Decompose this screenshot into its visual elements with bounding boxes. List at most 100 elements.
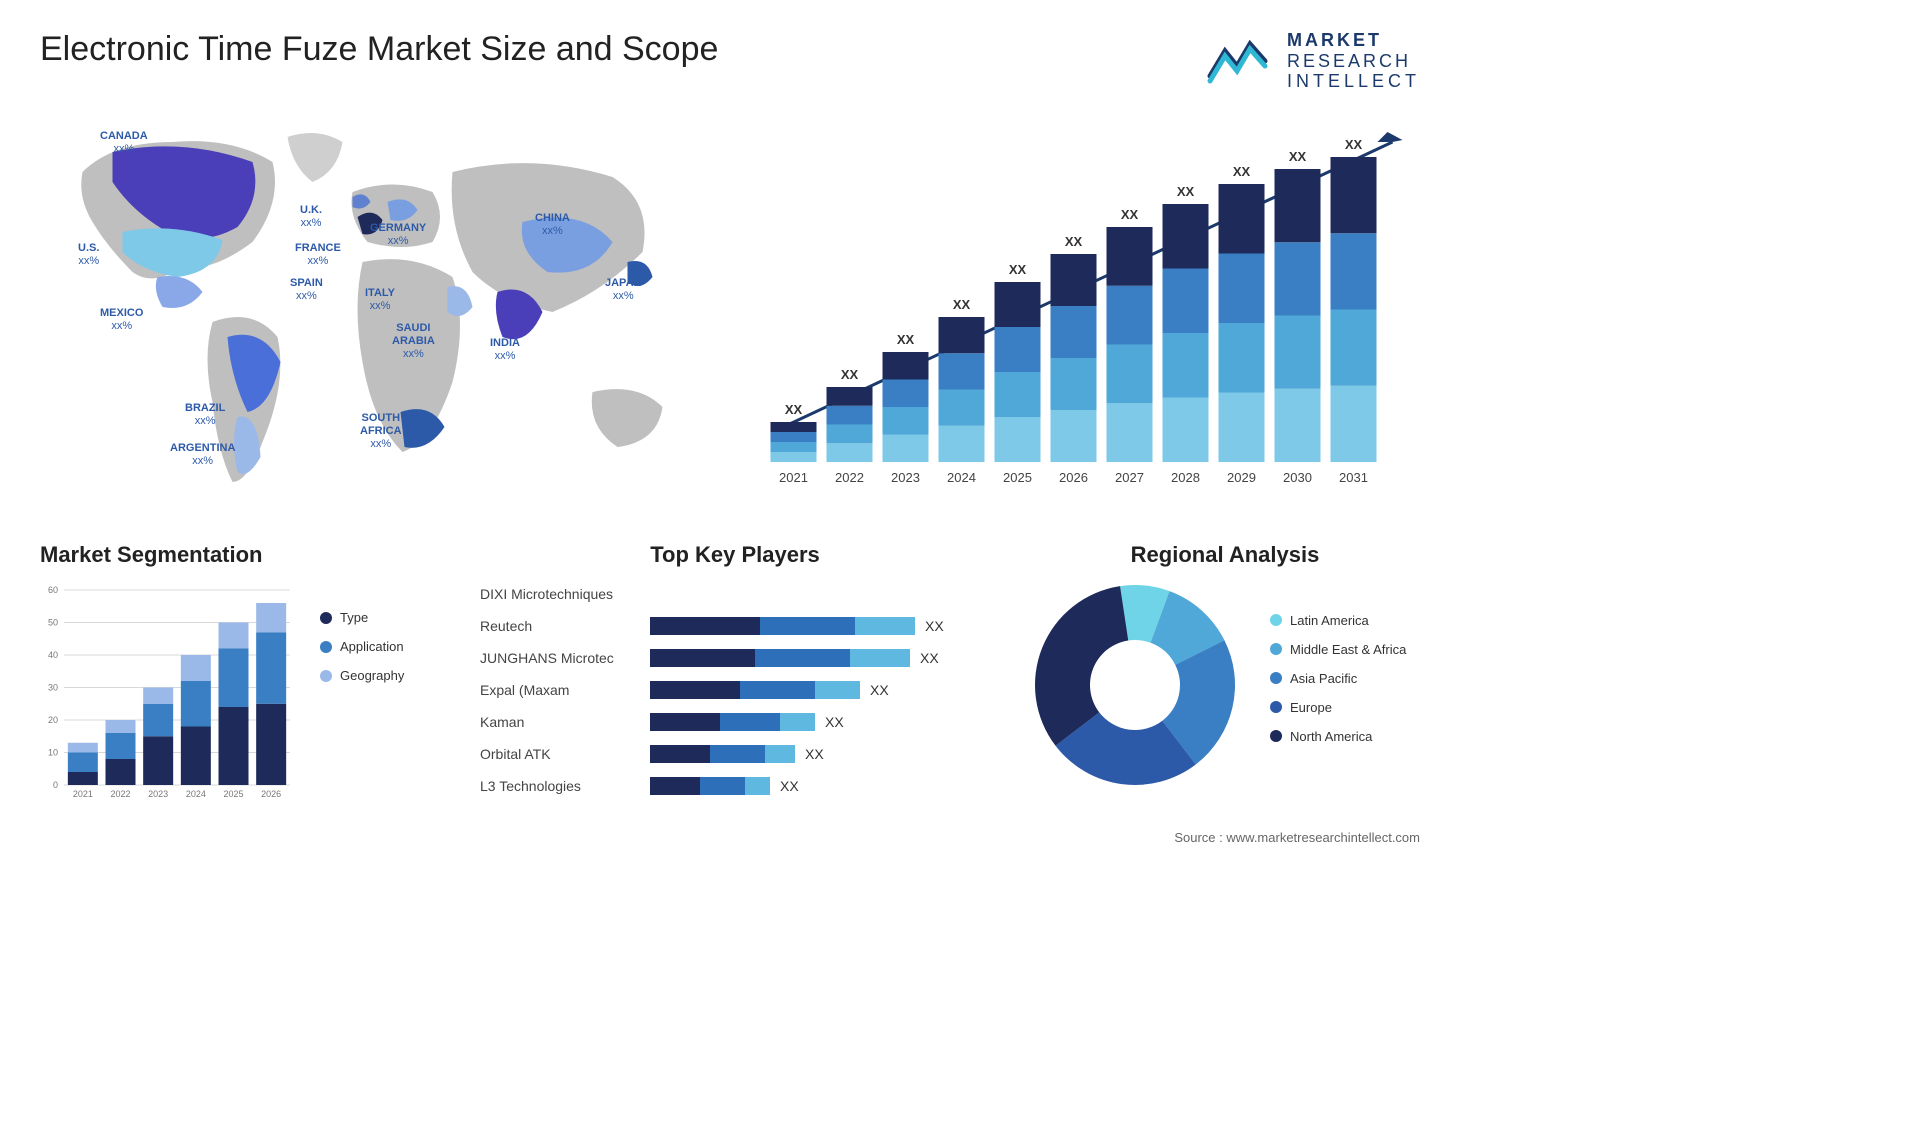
svg-text:20: 20: [48, 715, 58, 725]
player-bar-wrap: XX: [650, 777, 990, 795]
players-panel: Top Key Players DIXI Microtechniques Reut…: [480, 542, 990, 810]
svg-text:2021: 2021: [779, 470, 808, 485]
player-bar-wrap: XX: [650, 649, 990, 667]
player-bar-segment: [650, 713, 720, 731]
svg-text:2025: 2025: [223, 789, 243, 799]
player-row: DIXI Microtechniques: [480, 580, 990, 608]
svg-text:2029: 2029: [1227, 470, 1256, 485]
map-label: BRAZILxx%: [185, 402, 225, 428]
segmentation-chart: 0102030405060202120222023202420252026: [40, 580, 300, 810]
legend-dot: [320, 612, 332, 624]
map-label: CANADAxx%: [100, 130, 148, 156]
svg-text:XX: XX: [1289, 149, 1307, 164]
svg-text:XX: XX: [785, 402, 803, 417]
svg-text:2023: 2023: [148, 789, 168, 799]
svg-text:XX: XX: [953, 297, 971, 312]
map-label: SAUDIARABIAxx%: [392, 322, 435, 362]
legend-label: Latin America: [1290, 613, 1369, 628]
logo-text: MARKET RESEARCH INTELLECT: [1287, 30, 1420, 92]
svg-text:0: 0: [53, 780, 58, 790]
player-bar-segment: [755, 649, 850, 667]
svg-text:2027: 2027: [1115, 470, 1144, 485]
svg-text:2026: 2026: [261, 789, 281, 799]
top-row: CANADAxx%U.S.xx%MEXICOxx%BRAZILxx%ARGENT…: [40, 112, 1420, 512]
player-value: XX: [920, 650, 939, 666]
player-name: Reutech: [480, 618, 640, 634]
player-name: Kaman: [480, 714, 640, 730]
player-row: L3 TechnologiesXX: [480, 772, 990, 800]
player-row: JUNGHANS Microtec XX: [480, 644, 990, 672]
player-bar-segment: [815, 681, 860, 699]
legend-item: Type: [320, 610, 404, 625]
world-map-panel: CANADAxx%U.S.xx%MEXICOxx%BRAZILxx%ARGENT…: [40, 112, 715, 512]
segmentation-title: Market Segmentation: [40, 542, 440, 568]
svg-text:2030: 2030: [1283, 470, 1312, 485]
segmentation-panel: Market Segmentation 01020304050602021202…: [40, 542, 440, 810]
legend-label: North America: [1290, 729, 1372, 744]
svg-text:XX: XX: [1177, 184, 1195, 199]
legend-label: Geography: [340, 668, 404, 683]
svg-text:2021: 2021: [73, 789, 93, 799]
svg-text:2023: 2023: [891, 470, 920, 485]
svg-text:XX: XX: [841, 367, 859, 382]
player-name: Expal (Maxam: [480, 682, 640, 698]
svg-text:2028: 2028: [1171, 470, 1200, 485]
legend-dot: [320, 641, 332, 653]
player-bar: [650, 649, 910, 667]
segmentation-legend: Type Application Geography: [320, 580, 404, 810]
legend-item: Latin America: [1270, 613, 1406, 628]
player-bar-segment: [760, 617, 855, 635]
player-bar-wrap: XX: [650, 745, 990, 763]
legend-dot: [1270, 643, 1282, 655]
source-credit: Source : www.marketresearchintellect.com: [40, 830, 1420, 845]
map-label: SPAINxx%: [290, 277, 323, 303]
player-bar-segment: [745, 777, 770, 795]
players-list: DIXI MicrotechniquesReutechXXJUNGHANS Mi…: [480, 580, 990, 800]
svg-text:2031: 2031: [1339, 470, 1368, 485]
player-row: Orbital ATKXX: [480, 740, 990, 768]
svg-text:XX: XX: [1233, 164, 1251, 179]
player-bar-segment: [650, 681, 740, 699]
svg-text:30: 30: [48, 683, 58, 693]
legend-dot: [1270, 701, 1282, 713]
svg-text:XX: XX: [1345, 137, 1363, 152]
player-value: XX: [825, 714, 844, 730]
player-bar-wrap: XX: [650, 681, 990, 699]
svg-text:XX: XX: [1065, 234, 1083, 249]
player-bar-segment: [765, 745, 795, 763]
header: Electronic Time Fuze Market Size and Sco…: [40, 30, 1420, 92]
svg-text:50: 50: [48, 618, 58, 628]
player-bar-segment: [850, 649, 910, 667]
legend-item: Asia Pacific: [1270, 671, 1406, 686]
player-bar: [650, 777, 770, 795]
player-bar-segment: [650, 617, 760, 635]
bottom-row: Market Segmentation 01020304050602021202…: [40, 542, 1420, 810]
player-row: Reutech XX: [480, 612, 990, 640]
legend-label: Middle East & Africa: [1290, 642, 1406, 657]
player-bar-segment: [855, 617, 915, 635]
legend-label: Asia Pacific: [1290, 671, 1357, 686]
logo-icon: [1205, 36, 1275, 86]
legend-item: Middle East & Africa: [1270, 642, 1406, 657]
player-bar-segment: [740, 681, 815, 699]
map-label: FRANCExx%: [295, 242, 341, 268]
svg-text:2022: 2022: [835, 470, 864, 485]
regional-title: Regional Analysis: [1030, 542, 1420, 568]
player-bar-segment: [780, 713, 815, 731]
player-name: JUNGHANS Microtec: [480, 650, 640, 666]
players-title: Top Key Players: [480, 542, 990, 568]
growth-chart-panel: XX2021XX2022XX2023XX2024XX2025XX2026XX20…: [745, 112, 1420, 512]
svg-text:2026: 2026: [1059, 470, 1088, 485]
legend-label: Type: [340, 610, 368, 625]
map-label: U.K.xx%: [300, 204, 322, 230]
player-bar-segment: [720, 713, 780, 731]
svg-text:2025: 2025: [1003, 470, 1032, 485]
player-value: XX: [870, 682, 889, 698]
player-bar-wrap: XX: [650, 713, 990, 731]
legend-item: Application: [320, 639, 404, 654]
logo: MARKET RESEARCH INTELLECT: [1205, 30, 1420, 92]
svg-text:10: 10: [48, 748, 58, 758]
map-label: JAPANxx%: [605, 277, 641, 303]
player-value: XX: [925, 618, 944, 634]
legend-item: Europe: [1270, 700, 1406, 715]
